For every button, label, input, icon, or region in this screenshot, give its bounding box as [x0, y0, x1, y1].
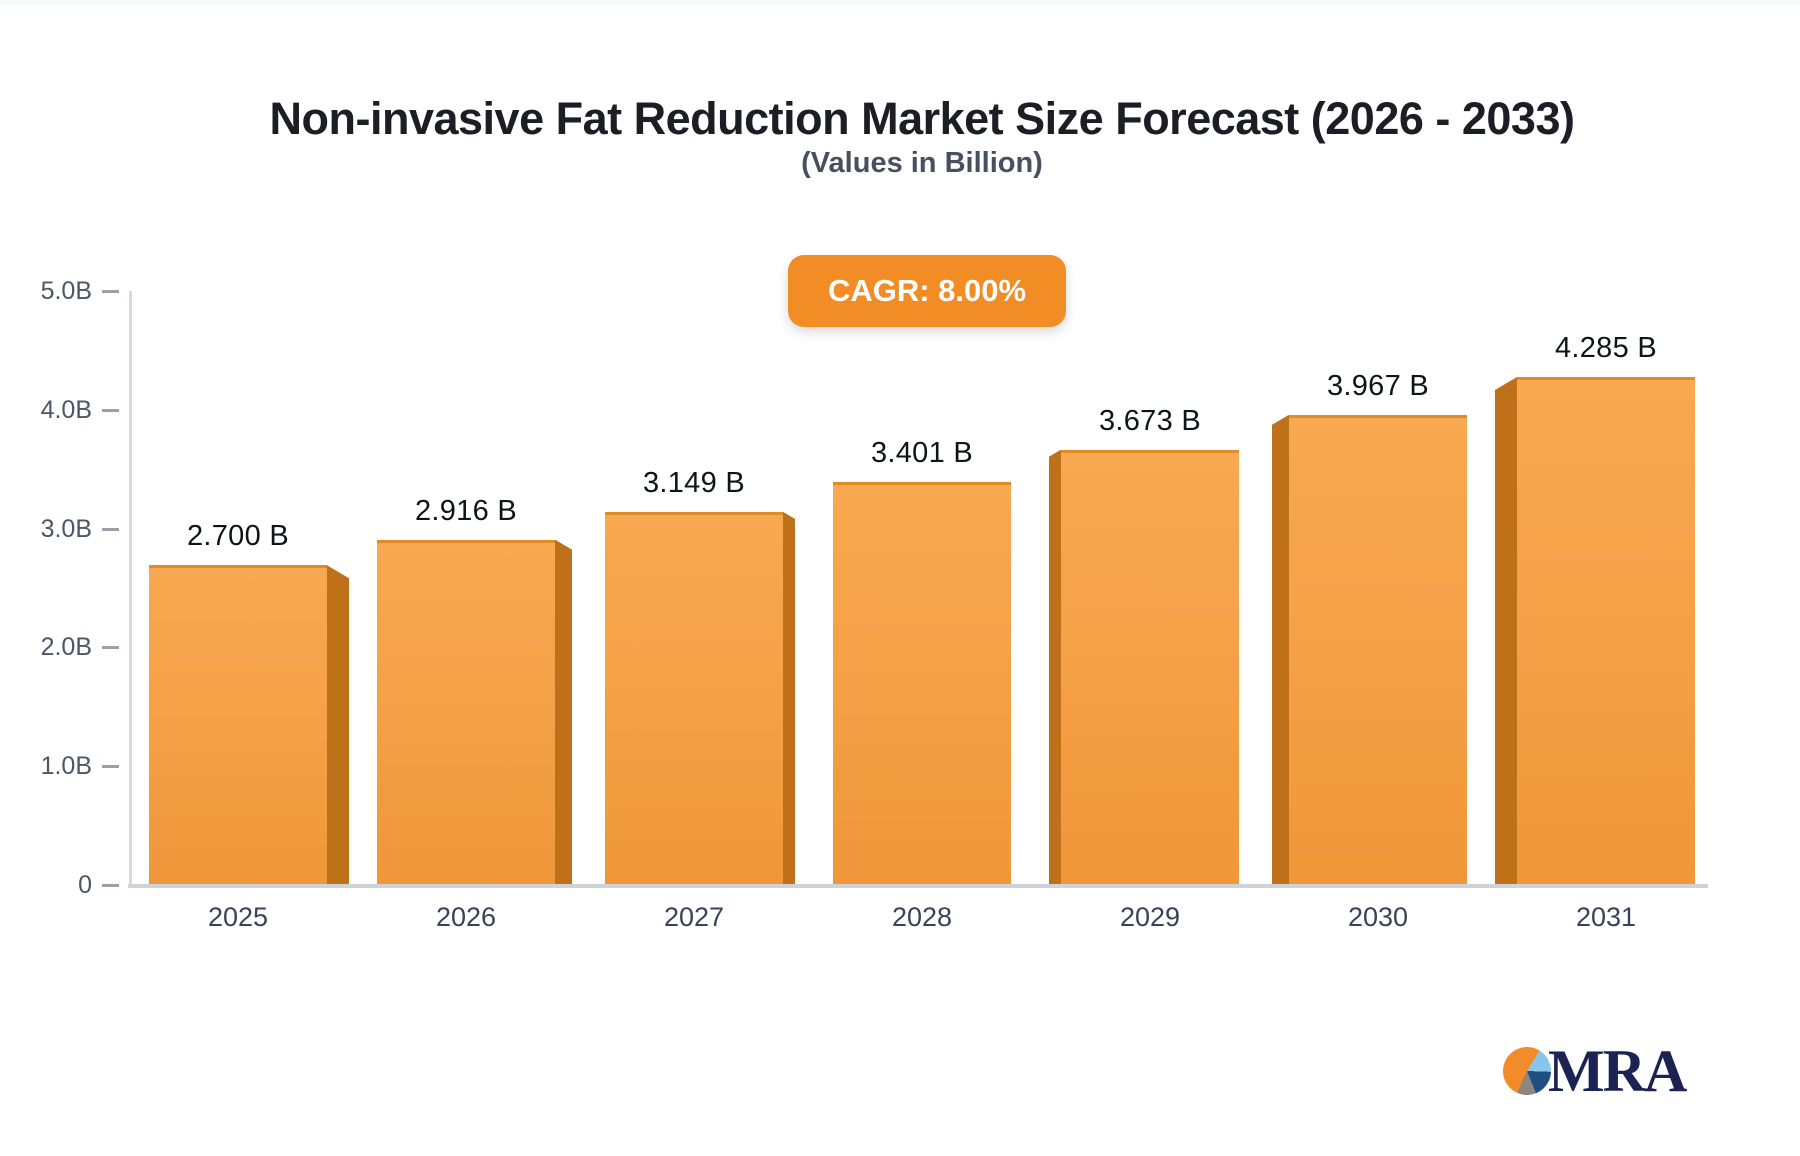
y-tick-dash [102, 646, 119, 650]
bar-value-label: 3.967 B [1326, 369, 1430, 402]
bar-value-label: 3.149 B [642, 466, 746, 499]
x-axis-label: 2028 [891, 902, 953, 932]
x-axis-label: 2025 [207, 902, 269, 932]
bar-3d-side [1049, 449, 1061, 886]
y-axis-line [129, 291, 132, 888]
x-axis-label: 2029 [1119, 902, 1181, 932]
y-tick-dash [102, 765, 119, 769]
y-tick-label: 1.0B [40, 752, 92, 781]
y-tick-dash [102, 884, 119, 887]
x-axis-baseline [128, 884, 1708, 888]
y-tick-dash [102, 290, 119, 293]
x-axis-label: 2030 [1347, 902, 1409, 932]
bar-3d-side [783, 511, 795, 886]
bar-2030 [1289, 414, 1467, 886]
cagr-badge: CAGR: 8.00% [788, 255, 1066, 327]
bar-2027 [605, 511, 783, 886]
logo: MRA [1503, 1038, 1687, 1104]
bar-2029 [1061, 449, 1239, 886]
chart-title: Non-invasive Fat Reduction Market Size F… [269, 93, 1575, 144]
y-tick-dash [102, 527, 119, 531]
y-tick-dash [102, 408, 119, 412]
y-tick-label: 0 [78, 871, 92, 899]
bar-2025 [149, 565, 327, 886]
pie-chart-logo-icon [1503, 1047, 1551, 1095]
x-axis-label: 2031 [1575, 902, 1637, 932]
bar-3d-side [1272, 414, 1289, 886]
bar-value-label: 3.673 B [1098, 404, 1202, 437]
y-tick-label: 4.0B [40, 395, 92, 424]
bar-value-label: 3.401 B [870, 436, 974, 469]
x-axis-label: 2026 [435, 902, 497, 932]
y-tick-label: 2.0B [40, 633, 92, 662]
logo-text: MRA [1548, 1038, 1687, 1104]
bar-2031 [1517, 376, 1695, 886]
bar-value-label: 4.285 B [1554, 331, 1658, 364]
cagr-badge-label: CAGR: 8.00% [827, 273, 1027, 308]
x-axis-label: 2027 [663, 902, 725, 932]
y-tick-label: 3.0B [40, 514, 92, 543]
y-tick-label: 5.0B [40, 277, 92, 305]
chart-subtitle: (Values in Billion) [801, 147, 1043, 179]
bar-2028 [833, 481, 1011, 886]
bar-3d-side [1495, 376, 1517, 886]
bar-3d-side [327, 565, 349, 886]
bar-3d-side [555, 539, 572, 886]
page-top-strip [0, 0, 1800, 5]
bar-2026 [377, 539, 555, 886]
bar-value-label: 2.700 B [186, 520, 290, 553]
bar-value-label: 2.916 B [414, 494, 518, 527]
